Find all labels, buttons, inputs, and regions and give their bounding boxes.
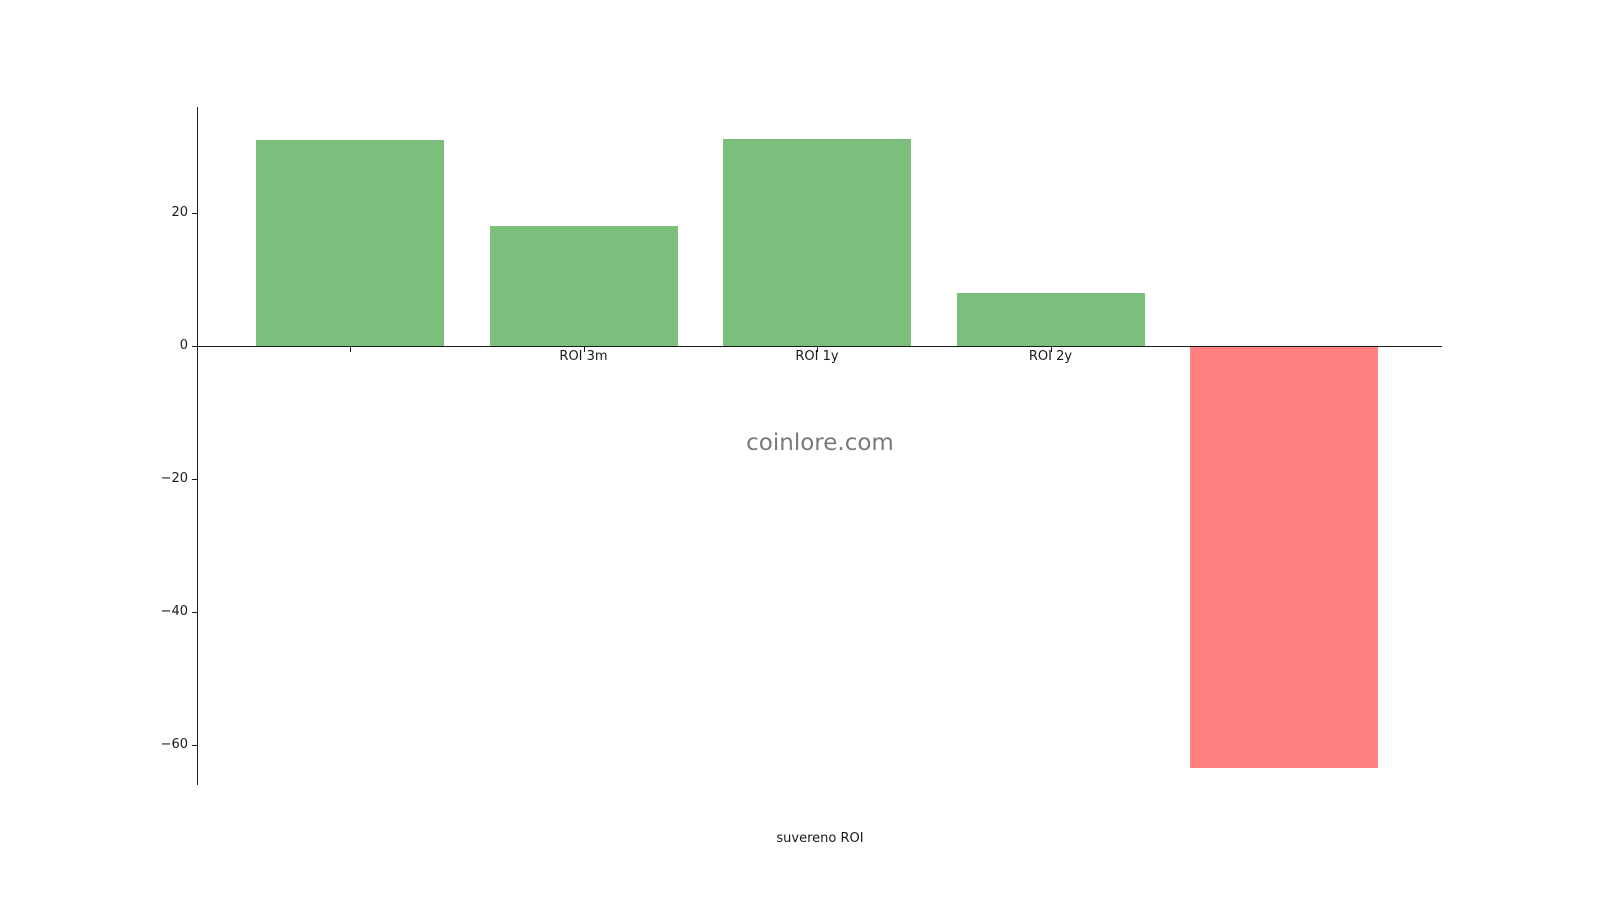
y-tick-label: 0 xyxy=(179,338,188,353)
chart-bar-roi-3m xyxy=(489,226,678,346)
x-axis-title: suvereno ROI xyxy=(776,831,864,846)
x-tick-label: ROI 2y xyxy=(1028,349,1073,364)
x-tick-mark xyxy=(583,346,585,352)
y-tick-label: −60 xyxy=(160,737,188,752)
chart-bar-unlabeled-4 xyxy=(1190,346,1378,769)
x-tick-mark xyxy=(817,346,818,352)
x-tick-mark xyxy=(1050,346,1052,352)
chart-bar-unlabeled-0 xyxy=(256,139,444,346)
y-tick-label: 20 xyxy=(171,205,188,220)
y-tick-mark xyxy=(192,745,197,746)
y-tick-mark xyxy=(192,346,197,347)
y-tick-label: −40 xyxy=(160,604,188,619)
watermark: coinlore.com xyxy=(746,430,894,456)
x-tick-mark xyxy=(350,346,351,352)
y-tick-mark xyxy=(192,213,197,214)
y-tick-mark xyxy=(192,612,197,613)
x-tick-label: ROI 1y xyxy=(795,349,839,364)
y-tick-mark xyxy=(192,479,197,480)
y-tick-label: −20 xyxy=(160,471,188,486)
x-tick-label: ROI 3m xyxy=(559,349,608,364)
y-axis-line xyxy=(197,106,198,785)
chart-bar-roi-1y xyxy=(723,138,911,346)
chart-bar-roi-2y xyxy=(956,292,1145,346)
x-axis-line xyxy=(197,346,1442,347)
